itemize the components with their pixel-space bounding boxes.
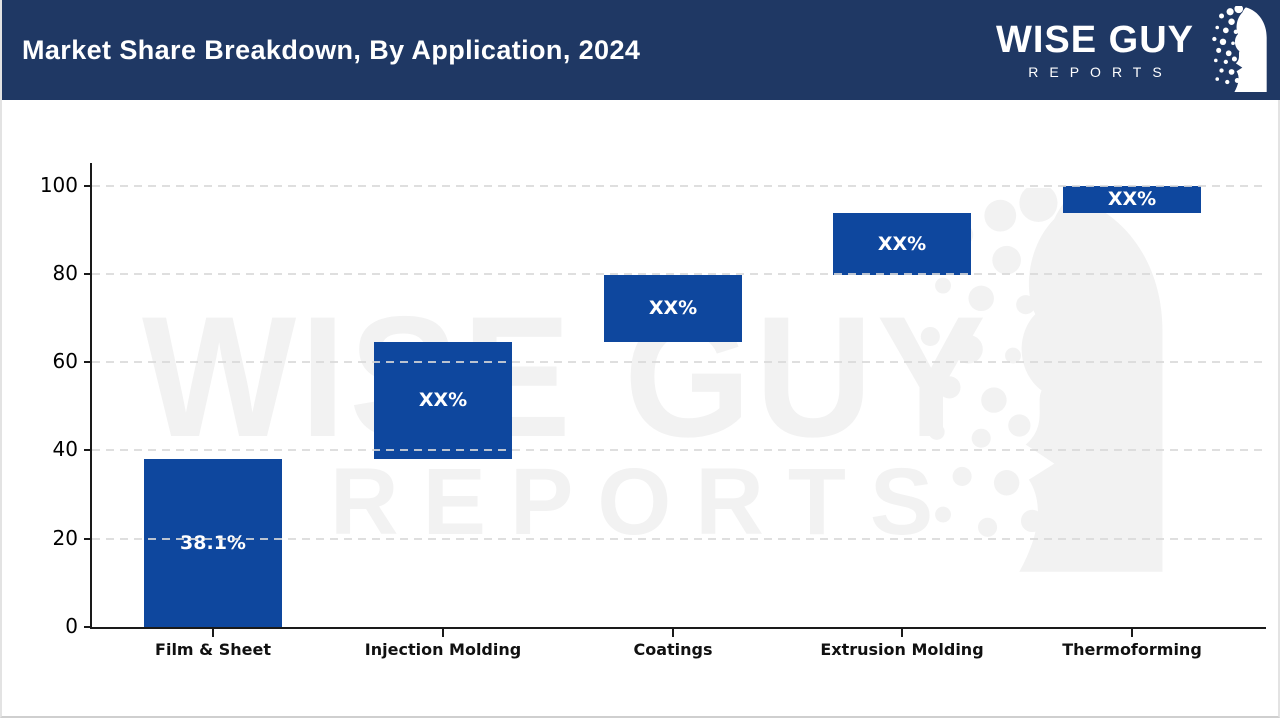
waterfall-bar: 38.1% — [144, 458, 282, 627]
y-axis-tick-mark — [84, 449, 91, 452]
x-axis-category-label: Coatings — [633, 640, 713, 659]
y-axis-tick-label: 80 — [52, 260, 78, 285]
y-axis-tick-label: 40 — [52, 437, 78, 462]
bar-value-label: XX% — [1107, 188, 1157, 211]
x-axis-category-label: Extrusion Molding — [820, 640, 984, 659]
logo-wordmark-line2: REPORTS — [1028, 64, 1173, 80]
waterfall-bar: XX% — [833, 213, 971, 275]
y-axis-tick-mark — [84, 537, 91, 540]
gridline — [92, 361, 1264, 364]
gridline — [92, 537, 1264, 540]
x-axis-category-label: Thermoforming — [1062, 640, 1202, 659]
logo-face-icon — [1212, 6, 1267, 92]
waterfall-bar: XX% — [1063, 185, 1201, 214]
wise-guy-logo: WISE GUY REPORTS — [996, 6, 1280, 92]
gridline — [92, 184, 1264, 187]
bar-value-label: 38.1% — [180, 531, 246, 554]
x-axis-category-label: Film & Sheet — [155, 640, 271, 659]
bar-value-label: XX% — [877, 232, 927, 255]
x-axis-tick-mark — [1131, 629, 1133, 637]
header: Market Share Breakdown, By Application, … — [2, 0, 1280, 100]
x-axis-category-label: Injection Molding — [364, 640, 522, 659]
bar-value-label: XX% — [418, 389, 468, 412]
logo-wordmark-line1: WISE GUY — [995, 19, 1194, 61]
logo-wordmark: WISE GUY REPORTS — [996, 21, 1194, 79]
y-axis-tick-label: 60 — [52, 349, 78, 374]
chart-title: Market Share Breakdown, By Application, … — [22, 34, 641, 65]
waterfall-bar: XX% — [604, 274, 742, 343]
x-axis-line — [90, 627, 1266, 629]
y-axis-tick-label: 100 — [39, 172, 78, 197]
x-axis-tick-mark — [901, 629, 903, 637]
y-axis-tick-mark — [84, 626, 91, 628]
y-axis-tick-label: 20 — [52, 525, 78, 550]
waterfall-bar: XX% — [374, 342, 512, 459]
y-axis-line — [90, 163, 92, 629]
bar-value-label: XX% — [648, 297, 698, 320]
gridline — [92, 272, 1264, 275]
watermark-wordmark: WISE GUY — [142, 281, 990, 473]
x-axis-tick-mark — [442, 629, 444, 637]
watermark-subtext: REPORTS — [330, 449, 958, 555]
y-axis-tick-label: 0 — [65, 614, 78, 638]
x-axis-tick-mark — [212, 629, 214, 637]
gridline — [92, 449, 1264, 452]
y-axis-tick-mark — [84, 272, 91, 275]
x-axis-tick-mark — [672, 629, 674, 637]
y-axis-tick-mark — [84, 361, 91, 364]
y-axis-tick-mark — [84, 184, 91, 187]
